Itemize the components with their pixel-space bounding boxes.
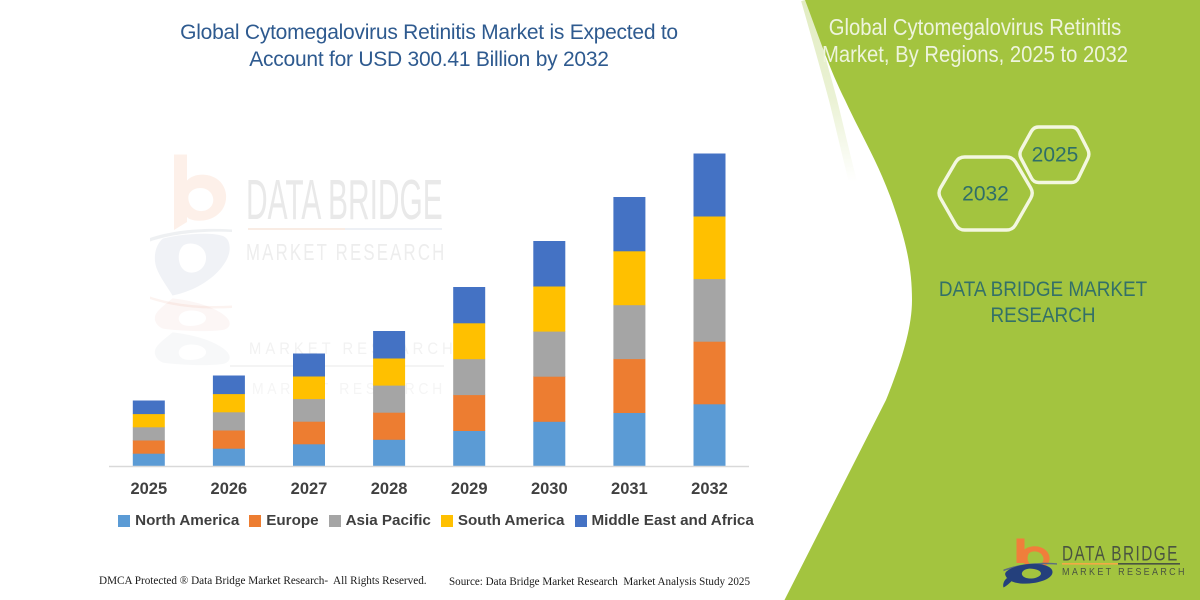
- svg-text:2025: 2025: [1032, 144, 1079, 167]
- svg-text:DATA BRIDGE: DATA BRIDGE: [1062, 541, 1179, 565]
- svg-text:MARKET RESEARCH: MARKET RESEARCH: [1062, 567, 1187, 579]
- svg-text:2032: 2032: [962, 183, 1009, 206]
